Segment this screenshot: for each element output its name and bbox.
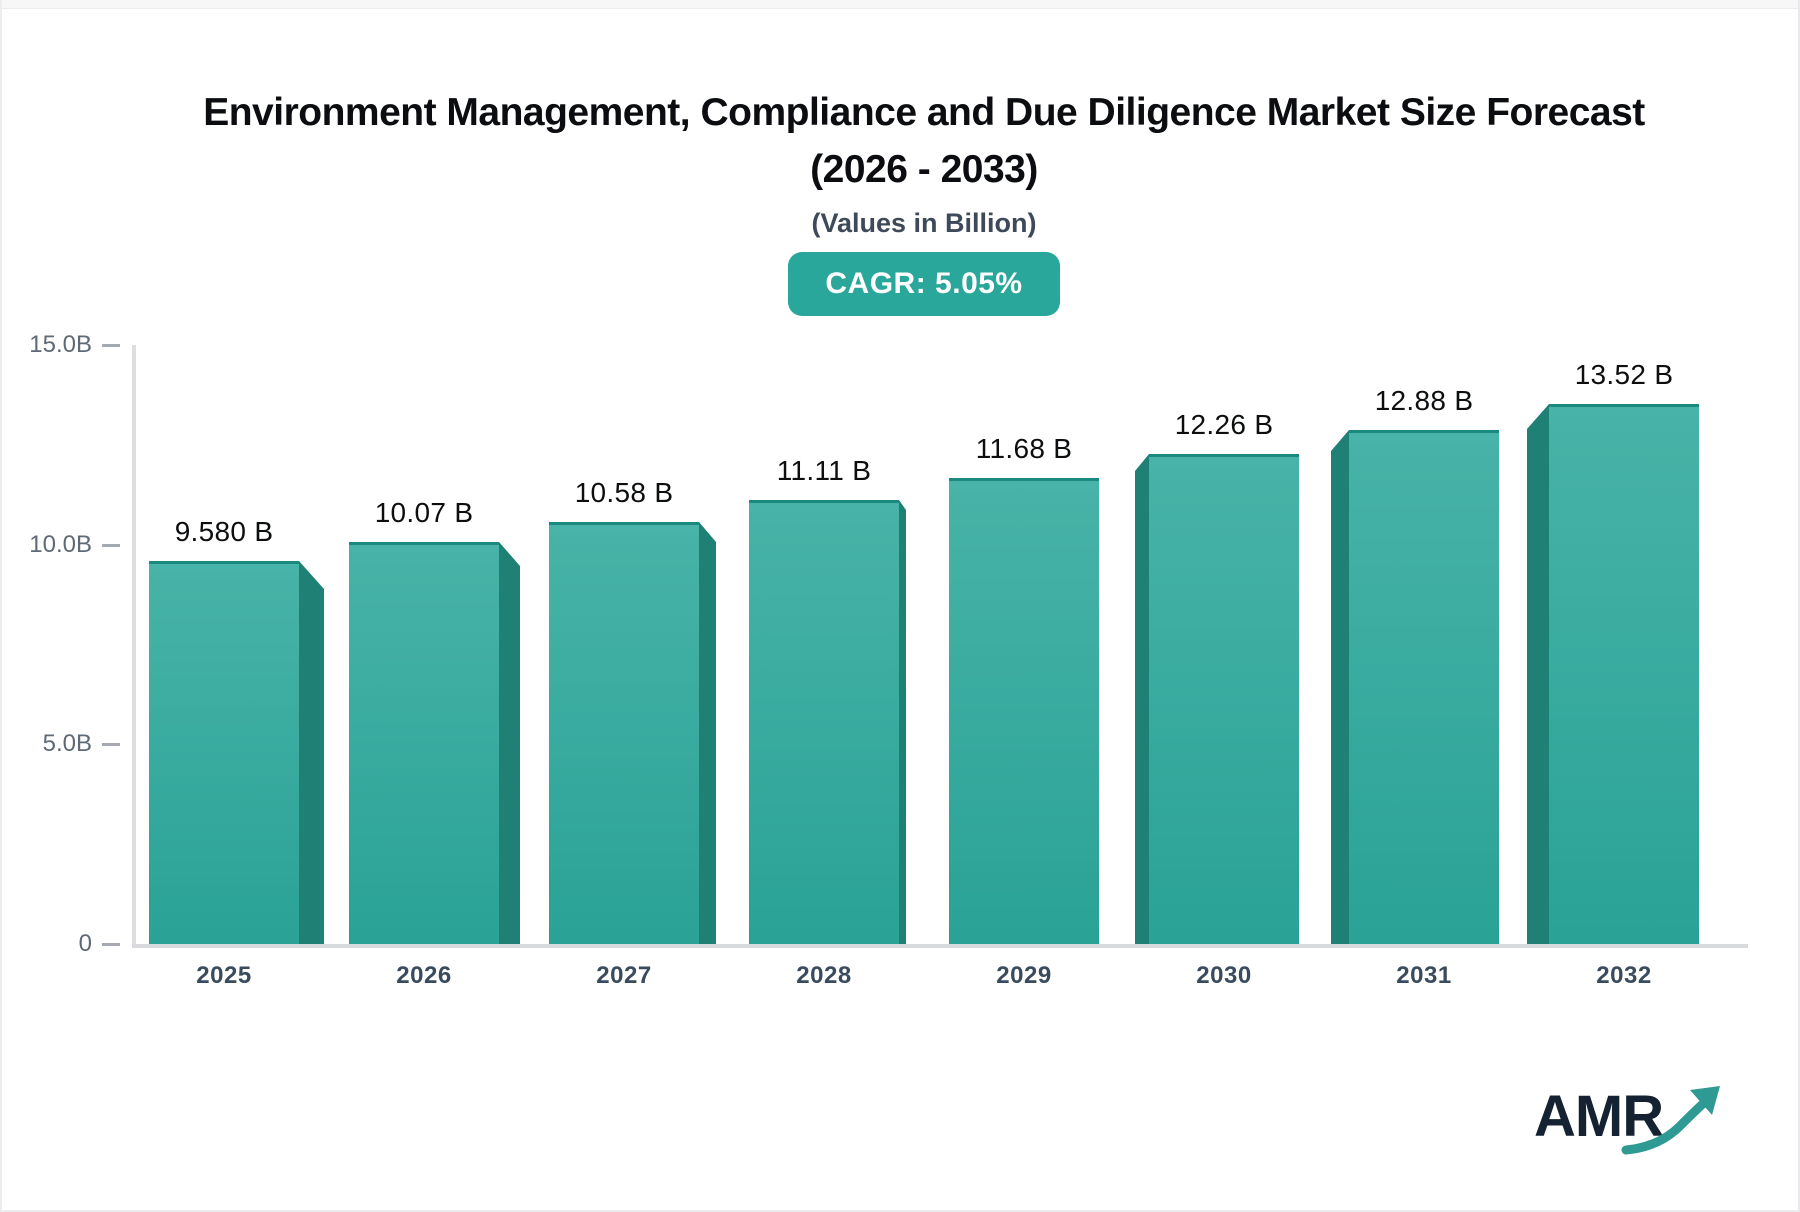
- x-axis-label-2029: 2029: [996, 962, 1052, 989]
- bar-value-label: 12.88 B: [1374, 385, 1474, 416]
- y-tick-mark: [102, 943, 120, 946]
- bar-2030: [1135, 454, 1299, 944]
- bar-3d-side: [1527, 404, 1549, 944]
- y-tick-label: 5.0B: [42, 730, 92, 758]
- bar-face: [949, 478, 1099, 944]
- cagr-badge: CAGR: 5.05%: [788, 251, 1060, 316]
- x-axis-label-2032: 2032: [1596, 962, 1652, 989]
- x-axis-label-2028: 2028: [796, 962, 852, 989]
- y-tick-mark: [102, 543, 120, 547]
- bar-3d-side: [899, 500, 906, 944]
- bar-2025: [149, 561, 324, 944]
- y-tick-mark: [102, 743, 120, 747]
- bar-face: [349, 542, 499, 944]
- x-axis-label-2025: 2025: [196, 962, 252, 989]
- bar-2029: [949, 478, 1099, 944]
- page-top-border: [2, 0, 1798, 9]
- bar-face: [149, 561, 299, 944]
- amr-logo: AMR: [1534, 1084, 1734, 1168]
- bar-3d-side: [1331, 430, 1349, 944]
- bar-value-label: 9.580 B: [174, 516, 274, 547]
- bar-value-label: 11.11 B: [776, 455, 872, 486]
- bar-face: [749, 500, 899, 944]
- chart-title: Environment Management, Compliance and D…: [203, 91, 1645, 134]
- bar-value-label: 12.26 B: [1174, 409, 1274, 440]
- x-axis-label-2026: 2026: [396, 962, 452, 989]
- bar-2027: [549, 522, 716, 944]
- bar-3d-side: [1135, 454, 1149, 944]
- growth-arrow-icon: [1621, 1086, 1720, 1155]
- x-axis-label-2027: 2027: [596, 962, 652, 989]
- bar-value-label: 10.58 B: [574, 477, 674, 508]
- bar-2031: [1331, 430, 1499, 944]
- bar-value-label: 13.52 B: [1574, 359, 1674, 390]
- x-axis-label-2030: 2030: [1196, 962, 1252, 989]
- y-tick-mark: [102, 344, 120, 348]
- bar-value-label: 10.07 B: [374, 497, 474, 528]
- bar-value-label: 11.68 B: [975, 433, 1073, 464]
- chart-header: Environment Management, Compliance and D…: [46, 88, 1798, 316]
- bar-3d-side: [499, 542, 520, 944]
- chart-subtitle: (Values in Billion): [811, 207, 1037, 238]
- chart-title-years: (2026 - 2033): [810, 147, 1038, 191]
- bar-face: [1149, 454, 1299, 944]
- bar-3d-side: [699, 522, 716, 944]
- x-axis-line: [132, 944, 1748, 948]
- y-axis-line: [132, 345, 136, 948]
- bar-face: [1549, 404, 1699, 944]
- bar-2028: [749, 500, 906, 944]
- y-tick-label: 0: [78, 930, 92, 957]
- bar-2032: [1527, 404, 1699, 944]
- bar-2026: [349, 542, 520, 944]
- bar-3d-side: [299, 561, 324, 944]
- x-axis-label-2031: 2031: [1396, 962, 1452, 989]
- bar-face: [1349, 430, 1499, 944]
- bar-face: [549, 522, 699, 944]
- amr-logo-text: AMR: [1534, 1084, 1664, 1149]
- y-tick-label: 15.0B: [29, 331, 92, 359]
- y-tick-label: 10.0B: [29, 530, 92, 558]
